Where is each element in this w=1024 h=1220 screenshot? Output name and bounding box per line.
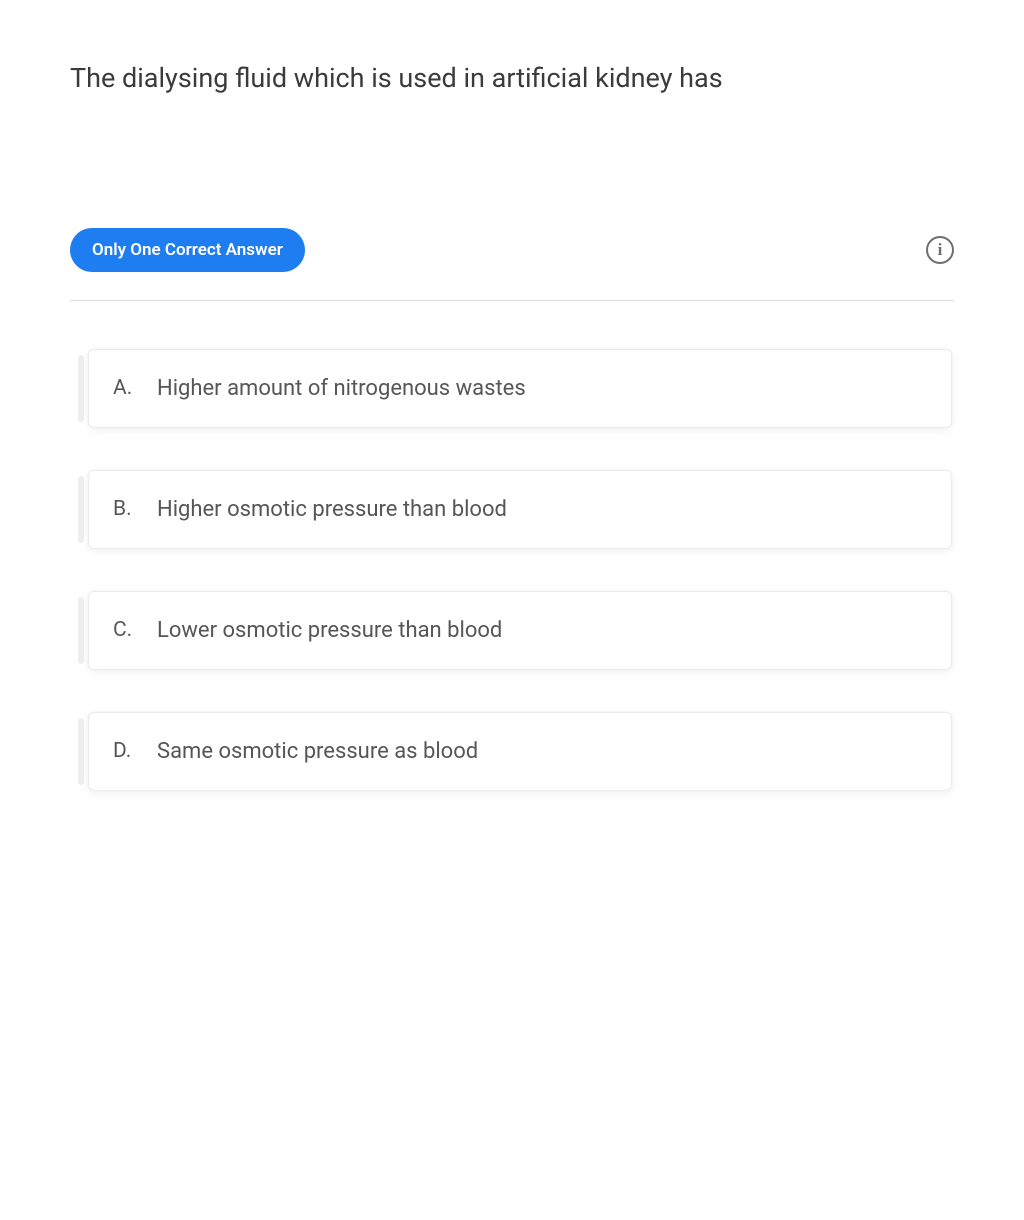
divider [70, 300, 954, 301]
option-letter: A. [113, 376, 157, 400]
option-tab [78, 597, 84, 664]
option-tab [78, 718, 84, 785]
option-c[interactable]: C. Lower osmotic pressure than blood [88, 591, 952, 670]
option-a[interactable]: A. Higher amount of nitrogenous wastes [88, 349, 952, 428]
option-b[interactable]: B. Higher osmotic pressure than blood [88, 470, 952, 549]
option-tab [78, 355, 84, 422]
option-a-wrap: A. Higher amount of nitrogenous wastes [78, 349, 952, 428]
option-d-wrap: D. Same osmotic pressure as blood [78, 712, 952, 791]
option-text: Higher osmotic pressure than blood [157, 497, 507, 522]
option-letter: B. [113, 497, 157, 521]
option-text: Lower osmotic pressure than blood [157, 618, 502, 643]
option-letter: C. [113, 618, 157, 642]
badge-row: Only One Correct Answer i [70, 228, 954, 272]
option-c-wrap: C. Lower osmotic pressure than blood [78, 591, 952, 670]
question-title: The dialysing fluid which is used in art… [70, 60, 954, 98]
option-letter: D. [113, 739, 157, 763]
option-b-wrap: B. Higher osmotic pressure than blood [78, 470, 952, 549]
info-icon[interactable]: i [926, 236, 954, 264]
options-list: A. Higher amount of nitrogenous wastes B… [70, 349, 954, 791]
option-tab [78, 476, 84, 543]
question-page: The dialysing fluid which is used in art… [0, 0, 1024, 1220]
option-text: Higher amount of nitrogenous wastes [157, 376, 526, 401]
answer-type-badge: Only One Correct Answer [70, 228, 305, 272]
option-d[interactable]: D. Same osmotic pressure as blood [88, 712, 952, 791]
option-text: Same osmotic pressure as blood [157, 739, 478, 764]
